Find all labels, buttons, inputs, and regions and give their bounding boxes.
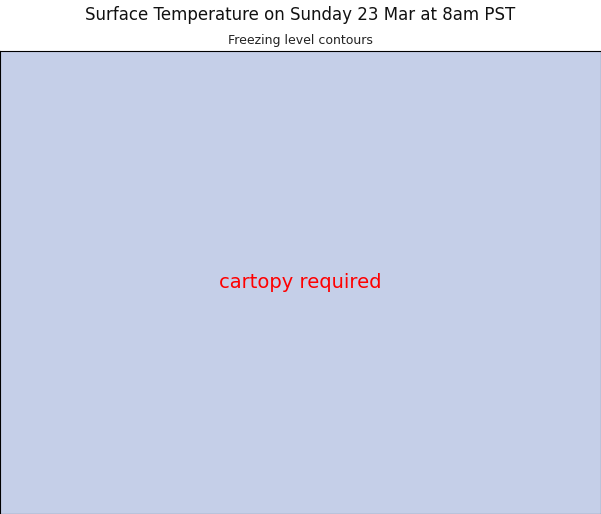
Text: Freezing level contours: Freezing level contours <box>228 33 373 47</box>
Text: Surface Temperature on Sunday 23 Mar at 8am PST: Surface Temperature on Sunday 23 Mar at … <box>85 6 516 24</box>
Text: cartopy required: cartopy required <box>219 273 382 292</box>
